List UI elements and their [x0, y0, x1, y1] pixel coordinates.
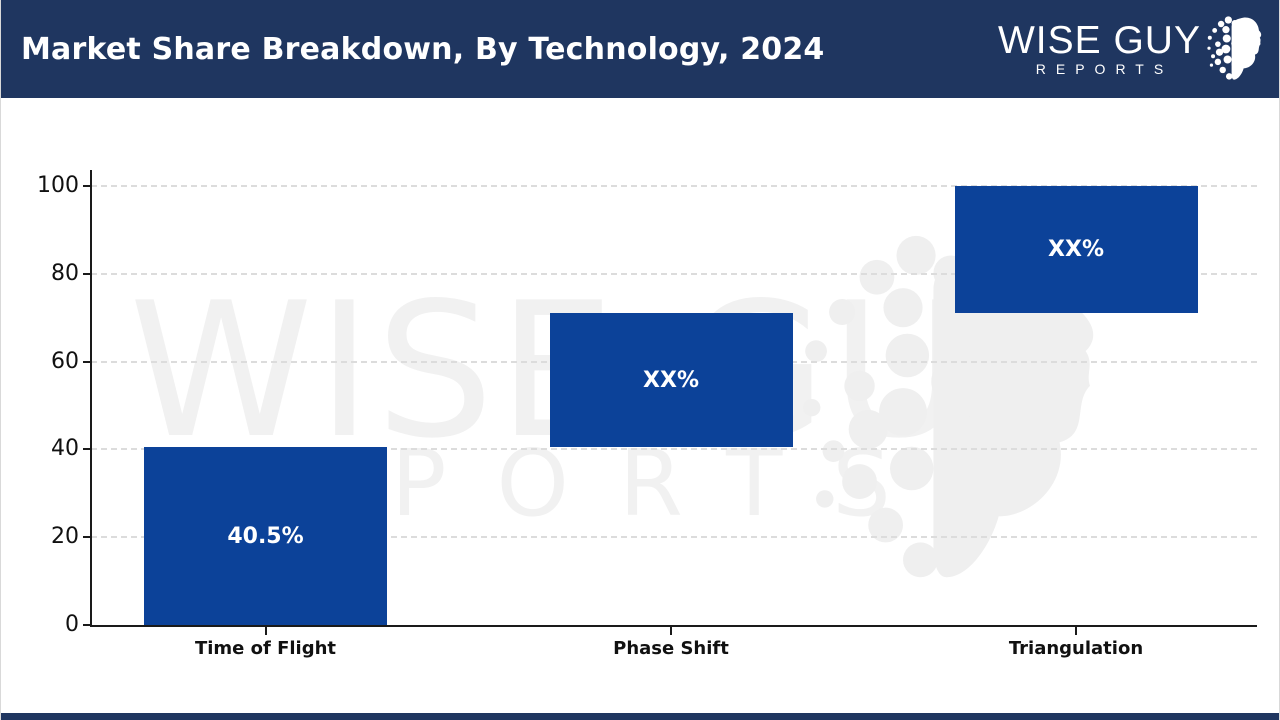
x-tick-mark: [1075, 627, 1077, 635]
bar-segment: XX%: [954, 186, 1198, 314]
x-category-label: Phase Shift: [613, 638, 729, 659]
logo: WISE GUY REPORTS: [998, 11, 1263, 87]
footer-bar: [1, 713, 1279, 720]
x-category-label: Triangulation: [1008, 638, 1144, 659]
y-tick-mark: [83, 536, 91, 539]
page-title: Market Share Breakdown, By Technology, 2…: [21, 31, 825, 67]
logo-subtext: REPORTS: [1035, 61, 1174, 78]
bar-segment: XX%: [549, 313, 793, 448]
y-tick-label: 0: [65, 612, 79, 637]
y-tick-mark: [83, 360, 91, 363]
bar-segment: 40.5%: [144, 447, 387, 625]
bar-value-label: XX%: [643, 367, 699, 393]
x-axis-line: [90, 625, 1257, 627]
x-tick-mark: [264, 627, 267, 635]
y-axis-line: [90, 170, 92, 627]
y-tick-mark: [83, 624, 91, 626]
y-tick-label: 100: [37, 173, 79, 198]
gridline: [91, 536, 1257, 539]
y-tick-label: 60: [51, 348, 79, 374]
gridline: [91, 185, 1257, 187]
header-bar: Market Share Breakdown, By Technology, 2…: [1, 0, 1279, 98]
x-category-label: Time of Flight: [194, 638, 337, 659]
logo-wordmark: WISE GUY: [997, 18, 1201, 62]
logo-face-icon: [1207, 16, 1262, 80]
y-tick-label: 40: [51, 436, 79, 462]
gridline: [91, 448, 1257, 451]
logo-text: WISE GUY REPORTS: [997, 18, 1201, 78]
gridline: [91, 272, 1257, 275]
bar-value-label: XX%: [1048, 237, 1104, 263]
y-tick-label: 20: [51, 524, 79, 550]
y-tick-mark: [83, 448, 91, 451]
y-tick-label: 80: [51, 260, 79, 286]
y-tick-mark: [83, 185, 91, 187]
x-tick-mark: [670, 627, 672, 635]
y-tick-mark: [83, 272, 91, 275]
bar-value-label: 40.5%: [227, 523, 304, 549]
